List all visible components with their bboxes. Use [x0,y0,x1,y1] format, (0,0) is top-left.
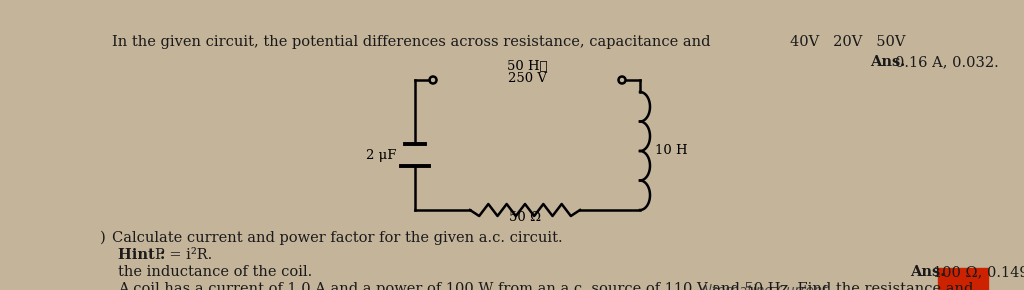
Text: 50 Ω: 50 Ω [509,211,541,224]
Text: Hint :: Hint : [118,248,171,262]
Text: P = i²R.: P = i²R. [155,248,212,262]
Text: In the given circuit, the potential differences across resistance, capacitance a: In the given circuit, the potential diff… [112,35,711,49]
Text: 0.16 A, 0.032.: 0.16 A, 0.032. [895,55,998,69]
Text: 50 Hᶋ: 50 Hᶋ [507,60,548,73]
Text: 40V   20V   50V: 40V 20V 50V [790,35,905,49]
Bar [938,268,988,290]
Text: Ans.: Ans. [870,55,910,69]
Text: 2 μF: 2 μF [366,148,396,162]
Text: the inductance of the coil.: the inductance of the coil. [118,265,312,279]
Text: ): ) [100,231,105,245]
Text: 250 V: 250 V [508,72,547,85]
Text: Calculate current and power factor for the given a.c. circuit.: Calculate current and power factor for t… [112,231,562,245]
Text: Ans.: Ans. [910,265,950,279]
Text: Alternating Current: Alternating Current [700,284,828,290]
Text: 10 H: 10 H [655,144,688,157]
Text: A coil has a current of 1.0 A and a power of 100 W from an a.c. source of 110 V : A coil has a current of 1.0 A and a powe… [118,282,974,290]
Text: 100 Ω, 0.149 H.: 100 Ω, 0.149 H. [933,265,1024,279]
